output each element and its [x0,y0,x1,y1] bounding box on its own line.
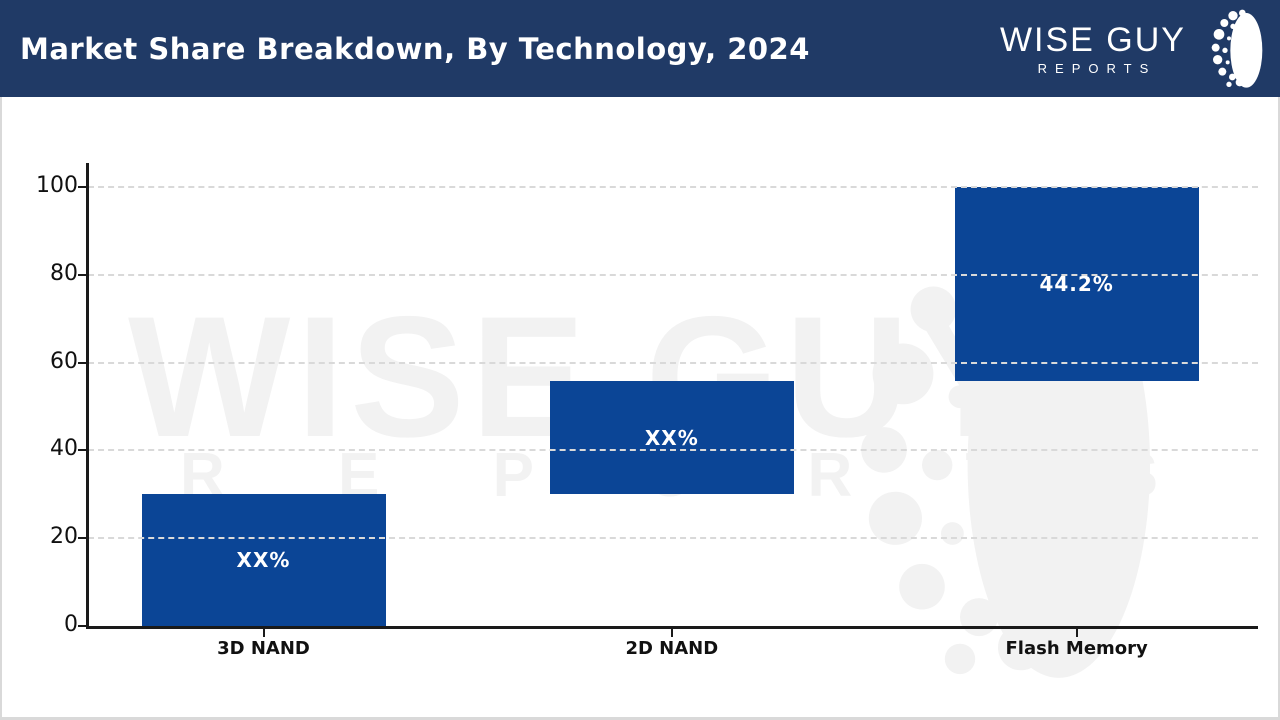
bar-2d-nand: XX% [549,381,794,495]
gridline [88,449,1258,452]
head-profile-icon [1211,9,1263,88]
brand-subtitle: REPORTS [1037,61,1157,76]
header-bar: Market Share Breakdown, By Technology, 2… [0,0,1280,97]
y-tick-mark [78,449,86,452]
brand-name: WISE GUY [999,21,1186,59]
bar-value-label: 44.2% [1039,272,1114,297]
y-tick-label: 0 [64,612,78,637]
brand-logo-text: WISE GUY REPORTS [1000,21,1186,76]
x-axis-line [86,626,1258,629]
x-category-label: Flash Memory [1005,638,1148,659]
x-tick-mark [262,629,265,637]
x-category-label: 2D NAND [625,638,719,659]
y-tick-label: 40 [50,436,78,462]
y-tick-label: 80 [50,260,78,286]
bar-flash-memory: 44.2% [954,187,1199,382]
y-tick-mark [78,186,86,188]
bar-value-label: XX% [644,425,699,450]
brand-logo: WISE GUY REPORTS [1000,9,1266,89]
y-tick-label: 60 [50,348,78,374]
x-tick-mark [670,629,673,637]
bar-3d-nand: XX% [141,494,386,626]
y-tick-label: 100 [36,173,78,198]
gridline [88,186,1258,188]
x-category-label: 3D NAND [217,638,310,659]
x-tick-mark [1075,629,1078,637]
page-title: Market Share Breakdown, By Technology, 2… [20,31,810,66]
y-tick-mark [78,273,86,276]
y-axis-line [86,163,89,629]
gridline [88,273,1258,276]
gridline [88,537,1258,540]
y-tick-mark [78,625,86,627]
gridline [88,361,1258,364]
y-tick-mark [78,361,86,364]
bar-value-label: XX% [236,548,291,573]
y-tick-mark [78,537,86,540]
y-tick-label: 20 [50,524,78,550]
